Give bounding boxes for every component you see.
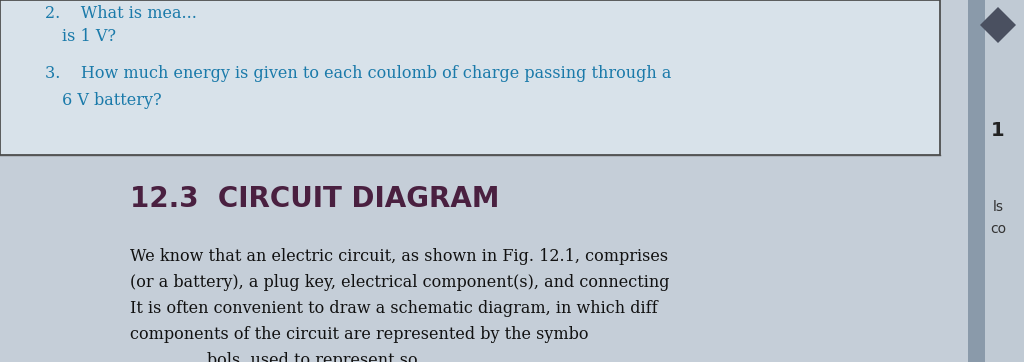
Text: is 1 V?: is 1 V? (62, 28, 116, 45)
Text: co: co (990, 222, 1006, 236)
Bar (985, 0, 1024, 362)
Text: (or a battery), a plug key, electrical component(s), and connecting: (or a battery), a plug key, electrical c… (130, 274, 670, 291)
Text: 1: 1 (991, 121, 1005, 139)
Text: bols  used to represent so: bols used to represent so (130, 352, 418, 362)
Bar (968, 0, 1024, 362)
Text: It is often convenient to draw a schematic diagram, in which diff: It is often convenient to draw a schemat… (130, 300, 657, 317)
Polygon shape (980, 7, 1016, 43)
Text: 3.    How much energy is given to each coulomb of charge passing through a: 3. How much energy is given to each coul… (45, 65, 672, 82)
Text: 6 V battery?: 6 V battery? (62, 92, 162, 109)
Text: We know that an electric circuit, as shown in Fig. 12.1, comprises: We know that an electric circuit, as sho… (130, 248, 668, 265)
Text: 12.3  CIRCUIT DIAGRAM: 12.3 CIRCUIT DIAGRAM (130, 185, 500, 213)
Bar (0, 0, 940, 155)
Text: components of the circuit are represented by the symbo: components of the circuit are represente… (130, 326, 589, 343)
Text: 2.    What is mea...: 2. What is mea... (45, 5, 197, 22)
Text: ls: ls (992, 200, 1004, 214)
